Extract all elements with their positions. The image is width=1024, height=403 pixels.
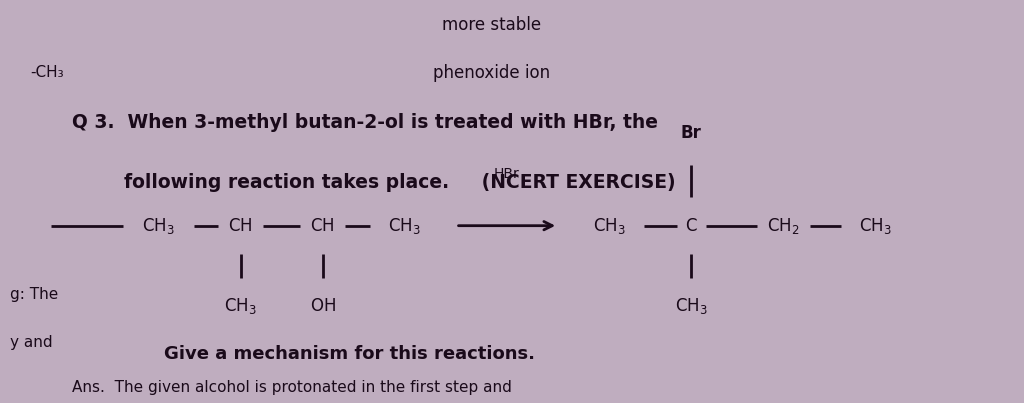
Text: HBr: HBr	[494, 167, 520, 181]
Text: $\mathsf{CH_3}$: $\mathsf{CH_3}$	[675, 296, 708, 316]
Text: following reaction takes place.     (NCERT EXERCISE): following reaction takes place. (NCERT E…	[72, 173, 675, 192]
Text: $\mathsf{CH_3}$: $\mathsf{CH_3}$	[224, 296, 257, 316]
Text: y and: y and	[10, 335, 53, 350]
Text: $\mathsf{CH_3}$: $\mathsf{CH_3}$	[142, 216, 175, 236]
Text: more stable: more stable	[442, 16, 541, 34]
Text: Give a mechanism for this reactions.: Give a mechanism for this reactions.	[164, 345, 535, 363]
Text: $\mathsf{CH_3}$: $\mathsf{CH_3}$	[388, 216, 421, 236]
Text: $\mathsf{CH_2}$: $\mathsf{CH_2}$	[767, 216, 800, 236]
Text: $\mathsf{CH}$: $\mathsf{CH}$	[310, 217, 335, 235]
Text: $\mathsf{CH}$: $\mathsf{CH}$	[228, 217, 253, 235]
Text: g: The: g: The	[10, 287, 58, 302]
Text: $\mathsf{C}$: $\mathsf{C}$	[685, 217, 697, 235]
Text: Q 3.  When 3-methyl butan-2-ol is treated with HBr, the: Q 3. When 3-methyl butan-2-ol is treated…	[72, 113, 657, 132]
Text: Ans.  The given alcohol is protonated in the first step and: Ans. The given alcohol is protonated in …	[72, 380, 512, 395]
Text: $\mathsf{CH_3}$: $\mathsf{CH_3}$	[859, 216, 892, 236]
Text: -CH₃: -CH₃	[31, 65, 65, 80]
Text: phenoxide ion: phenoxide ion	[433, 64, 550, 83]
Text: $\mathsf{OH}$: $\mathsf{OH}$	[309, 297, 336, 315]
Text: Br: Br	[681, 124, 701, 142]
Text: $\mathsf{CH_3}$: $\mathsf{CH_3}$	[593, 216, 626, 236]
